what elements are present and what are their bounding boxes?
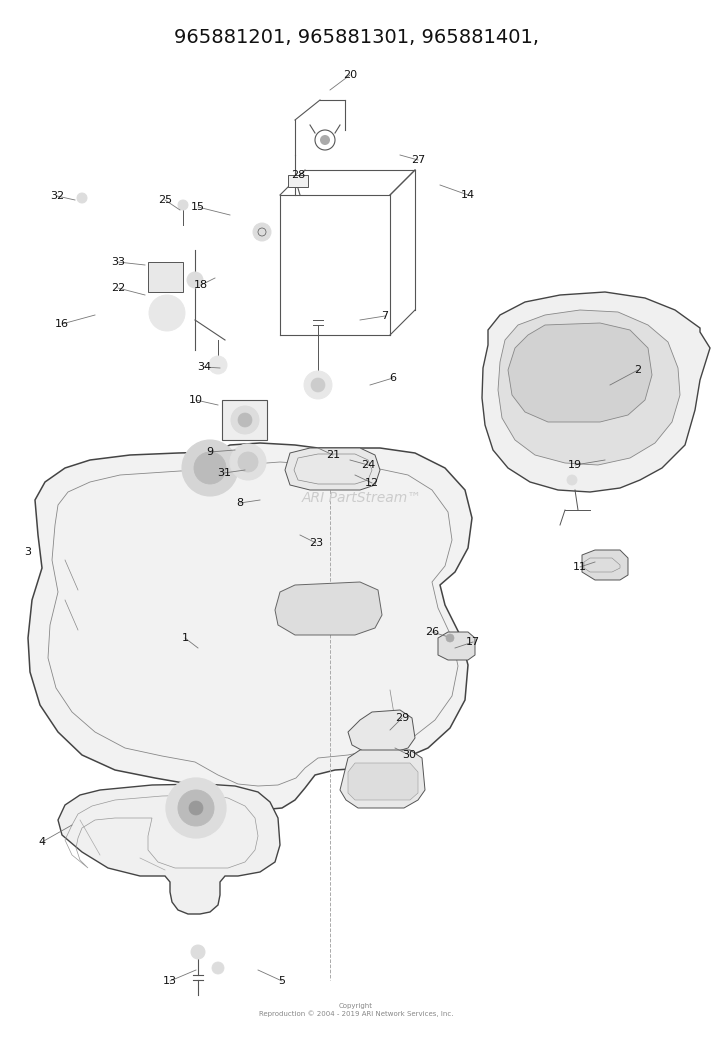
Polygon shape xyxy=(498,310,680,465)
Text: 15: 15 xyxy=(191,202,205,212)
Polygon shape xyxy=(28,443,472,810)
Text: 23: 23 xyxy=(309,538,323,548)
Circle shape xyxy=(77,193,87,203)
Circle shape xyxy=(320,135,330,145)
Text: 1: 1 xyxy=(182,633,189,643)
Polygon shape xyxy=(508,323,652,422)
Text: 3: 3 xyxy=(24,547,31,557)
Circle shape xyxy=(182,439,238,496)
Text: 34: 34 xyxy=(197,362,211,372)
Text: 14: 14 xyxy=(461,190,475,199)
Circle shape xyxy=(238,452,258,472)
Polygon shape xyxy=(482,292,710,492)
Text: 8: 8 xyxy=(236,498,244,508)
Text: 18: 18 xyxy=(194,279,208,290)
Text: 22: 22 xyxy=(111,283,125,293)
Circle shape xyxy=(178,790,214,826)
Circle shape xyxy=(191,945,205,959)
Polygon shape xyxy=(348,763,418,800)
Circle shape xyxy=(209,356,227,374)
Circle shape xyxy=(231,406,259,434)
Text: Copyright
Reproduction © 2004 - 2019 ARI Network Services, Inc.: Copyright Reproduction © 2004 - 2019 ARI… xyxy=(258,1003,454,1017)
Text: 19: 19 xyxy=(568,460,582,470)
Text: 10: 10 xyxy=(189,395,203,405)
Text: 25: 25 xyxy=(158,195,172,205)
Polygon shape xyxy=(582,550,628,580)
Text: 29: 29 xyxy=(395,713,409,723)
Text: 13: 13 xyxy=(163,976,177,986)
Circle shape xyxy=(230,444,266,480)
Text: 31: 31 xyxy=(217,468,231,478)
Polygon shape xyxy=(340,750,425,808)
Text: 5: 5 xyxy=(278,976,286,986)
Text: 20: 20 xyxy=(343,70,357,80)
Polygon shape xyxy=(438,632,475,660)
Circle shape xyxy=(446,634,454,642)
Text: 33: 33 xyxy=(111,257,125,267)
Circle shape xyxy=(304,371,332,399)
FancyBboxPatch shape xyxy=(148,262,183,292)
Text: 30: 30 xyxy=(402,750,416,760)
Text: 7: 7 xyxy=(382,311,389,321)
FancyBboxPatch shape xyxy=(222,400,267,439)
Text: 28: 28 xyxy=(291,170,305,180)
Text: 24: 24 xyxy=(361,460,375,470)
Text: 6: 6 xyxy=(389,373,397,383)
Text: 965881201, 965881301, 965881401,: 965881201, 965881301, 965881401, xyxy=(174,28,538,47)
Circle shape xyxy=(567,475,577,485)
Text: 2: 2 xyxy=(634,365,642,375)
Text: 4: 4 xyxy=(38,837,46,847)
Text: 16: 16 xyxy=(55,319,69,329)
Circle shape xyxy=(189,801,203,815)
Text: 27: 27 xyxy=(411,155,425,165)
Circle shape xyxy=(253,223,271,241)
Circle shape xyxy=(194,452,226,484)
Polygon shape xyxy=(58,784,280,914)
Circle shape xyxy=(311,378,325,392)
Circle shape xyxy=(187,272,203,288)
Polygon shape xyxy=(275,582,382,635)
FancyBboxPatch shape xyxy=(288,175,308,187)
Text: 32: 32 xyxy=(50,191,64,201)
Text: 11: 11 xyxy=(573,562,587,572)
Text: ARI PartStream™: ARI PartStream™ xyxy=(302,491,422,505)
Text: 9: 9 xyxy=(206,447,214,457)
Text: 21: 21 xyxy=(326,450,340,460)
Text: 26: 26 xyxy=(425,627,439,637)
Circle shape xyxy=(212,962,224,974)
Circle shape xyxy=(238,412,252,427)
Text: 12: 12 xyxy=(365,478,379,488)
Polygon shape xyxy=(285,448,380,490)
Text: 17: 17 xyxy=(466,637,480,647)
Circle shape xyxy=(149,295,185,331)
Circle shape xyxy=(166,778,226,838)
Polygon shape xyxy=(348,710,415,752)
Circle shape xyxy=(178,199,188,210)
